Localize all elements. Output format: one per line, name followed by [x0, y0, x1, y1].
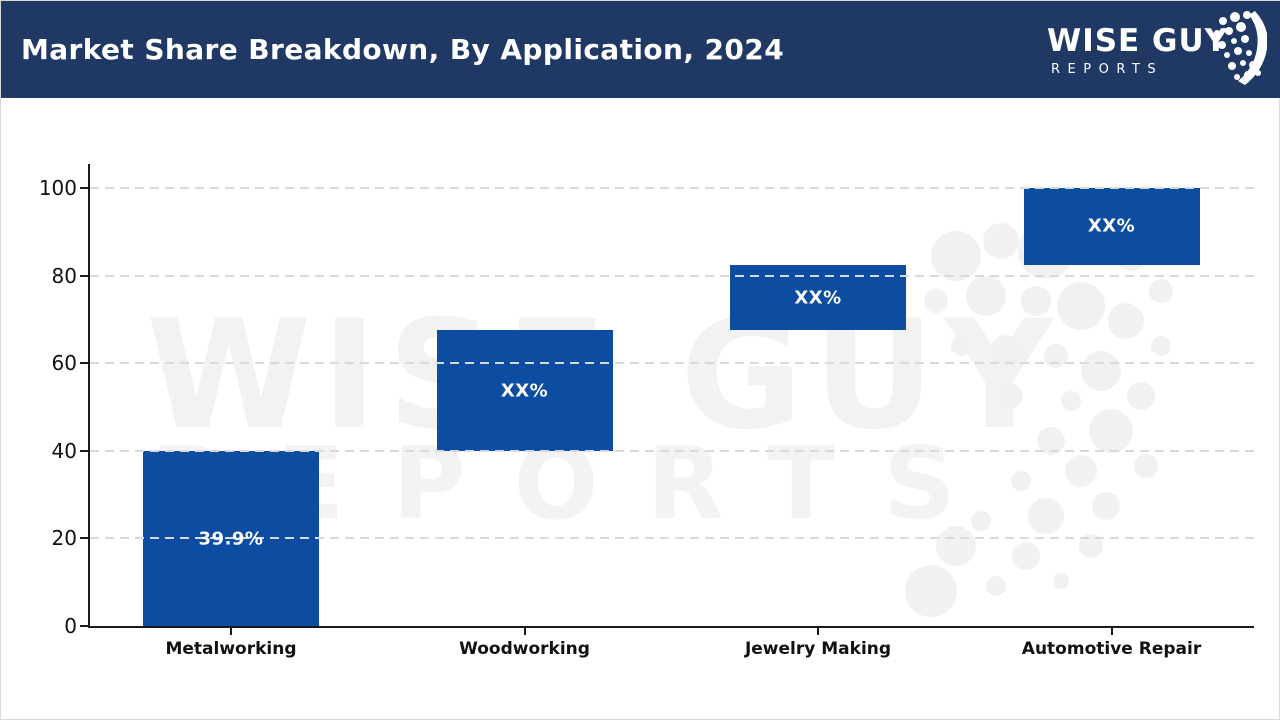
- bar-value-label: XX%: [500, 380, 549, 402]
- y-tick-label: 0: [64, 614, 77, 638]
- y-tick-label: 100: [38, 176, 77, 200]
- x-tick-mark: [817, 628, 819, 635]
- grid-line: [90, 362, 1254, 365]
- y-tick-mark: [80, 274, 88, 277]
- x-axis-spine: [88, 626, 1254, 628]
- y-tick-mark: [80, 187, 88, 189]
- wise-guy-reports-logo: WISE GUY REPORTS: [1047, 11, 1267, 85]
- y-tick-mark: [80, 537, 88, 540]
- waterfall-bar-automotive-repair: [1023, 188, 1200, 265]
- x-category-label: Woodworking: [459, 639, 590, 659]
- logo-head-icon: [1214, 11, 1267, 85]
- logo-tagline: REPORTS: [1051, 62, 1163, 77]
- grid-line: [90, 537, 1254, 540]
- x-tick-mark: [230, 628, 232, 635]
- y-tick-label: 80: [51, 263, 77, 288]
- x-tick-mark: [1110, 628, 1113, 635]
- header-bar: Market Share Breakdown, By Application, …: [1, 1, 1280, 98]
- y-tick-label: 40: [51, 438, 77, 463]
- grid-line: [90, 187, 1254, 189]
- y-tick-mark: [80, 625, 88, 627]
- x-category-label: Metalworking: [165, 639, 297, 659]
- y-tick-label: 60: [51, 351, 77, 376]
- bar-value-label: 39.9%: [198, 528, 264, 550]
- y-tick-mark: [80, 449, 88, 452]
- bar-value-label: XX%: [794, 287, 842, 308]
- logo-wordmark: WISE GUY: [1047, 23, 1228, 59]
- y-tick-label: 20: [51, 526, 77, 551]
- x-category-label: Automotive Repair: [1021, 639, 1202, 659]
- grid-line: [90, 274, 1254, 277]
- y-tick-mark: [80, 362, 88, 365]
- page-title: Market Share Breakdown, By Application, …: [21, 33, 785, 66]
- x-tick-mark: [523, 628, 526, 635]
- y-axis-spine: [88, 164, 90, 628]
- grid-line: [90, 449, 1254, 452]
- x-category-label: Jewelry Making: [744, 639, 892, 659]
- bar-value-label: XX%: [1087, 215, 1136, 237]
- waterfall-bar-woodworking: [436, 330, 613, 452]
